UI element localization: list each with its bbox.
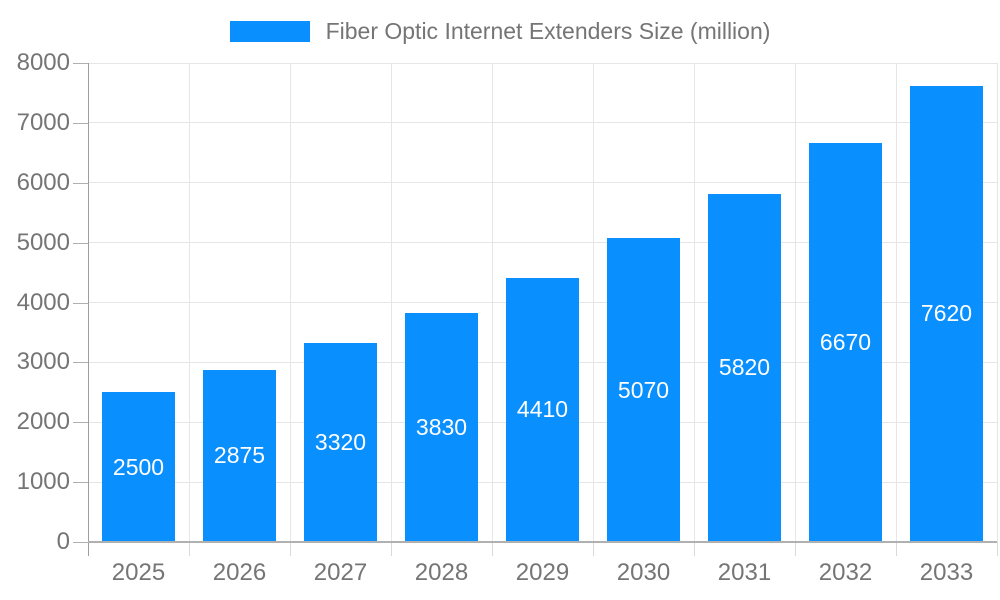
bar[interactable]: 6670 (809, 142, 882, 542)
v-gridline (794, 63, 796, 542)
legend[interactable]: Fiber Optic Internet Extenders Size (mil… (0, 16, 1000, 46)
y-axis-label: 7000 (16, 108, 70, 136)
y-tick (73, 242, 88, 244)
bar[interactable]: 7620 (910, 85, 983, 542)
bar[interactable]: 3830 (405, 312, 478, 542)
y-axis-label: 5000 (16, 228, 70, 256)
bar[interactable]: 2500 (102, 392, 175, 542)
x-tick (795, 542, 796, 556)
x-axis-label: 2029 (515, 559, 570, 586)
x-tick (391, 542, 392, 556)
bar[interactable]: 2875 (203, 369, 276, 542)
v-gridline (289, 63, 291, 542)
y-axis-label: 1000 (16, 468, 70, 496)
legend-label: Fiber Optic Internet Extenders Size (mil… (325, 17, 771, 44)
x-tick (189, 542, 190, 556)
x-axis-label: 2027 (313, 559, 368, 586)
y-axis-label: 0 (56, 528, 70, 555)
x-axis-label: 2032 (818, 559, 873, 586)
h-gridline (88, 122, 997, 124)
y-tick (73, 482, 88, 484)
y-axis-label: 8000 (16, 49, 70, 76)
plot-area: 0 1000 2000 3000 4000 5000 6000 7000 8000 2500 202… (17, 49, 998, 586)
x-tick (290, 542, 291, 556)
y-tick (73, 542, 88, 543)
y-tick (73, 422, 88, 424)
x-axis-label: 2026 (212, 559, 267, 586)
y-tick (73, 63, 88, 64)
x-tick (896, 542, 897, 556)
bar-value-label: 5070 (617, 376, 670, 403)
y-axis-label: 4000 (16, 288, 70, 316)
v-gridline (592, 63, 594, 542)
y-axis-label: 3000 (16, 348, 70, 376)
bar-value-label: 3830 (415, 413, 468, 440)
x-axis-label: 2033 (919, 559, 974, 586)
v-gridline (188, 63, 190, 542)
bar-value-label: 3320 (314, 429, 367, 456)
legend-swatch-icon (229, 20, 310, 42)
bar-value-label: 5820 (718, 354, 771, 381)
y-tick (73, 362, 88, 364)
x-axis-label: 2031 (717, 559, 772, 586)
v-gridline (996, 63, 998, 542)
v-gridline (693, 63, 695, 542)
bar-value-label: 6670 (819, 328, 872, 355)
v-gridline (390, 63, 392, 542)
x-axis-label: 2025 (111, 559, 166, 586)
x-axis-label: 2028 (414, 559, 469, 586)
y-tick (73, 122, 88, 124)
y-tick (73, 182, 88, 184)
y-axis-label: 2000 (16, 408, 70, 436)
bar-value-label: 2500 (112, 453, 165, 480)
bar-value-label: 7620 (920, 300, 973, 327)
bar-value-label: 2875 (213, 442, 266, 469)
y-axis-label: 6000 (16, 168, 70, 196)
x-tick (593, 542, 594, 556)
bar[interactable]: 5820 (708, 193, 781, 542)
x-tick (492, 542, 493, 556)
bar-value-label: 4410 (516, 396, 569, 423)
x-tick (694, 542, 695, 556)
h-gridline (88, 182, 997, 184)
bar[interactable]: 5070 (607, 238, 680, 542)
x-axis-line (88, 541, 997, 543)
h-gridline (88, 62, 997, 64)
bar[interactable]: 3320 (304, 343, 377, 542)
v-gridline (491, 63, 493, 542)
y-axis-line (88, 63, 89, 556)
v-gridline (895, 63, 897, 542)
x-tick (997, 542, 998, 556)
h-gridline (88, 242, 997, 244)
x-axis-label: 2030 (616, 559, 671, 586)
bar[interactable]: 4410 (506, 277, 579, 542)
y-tick (73, 302, 88, 304)
